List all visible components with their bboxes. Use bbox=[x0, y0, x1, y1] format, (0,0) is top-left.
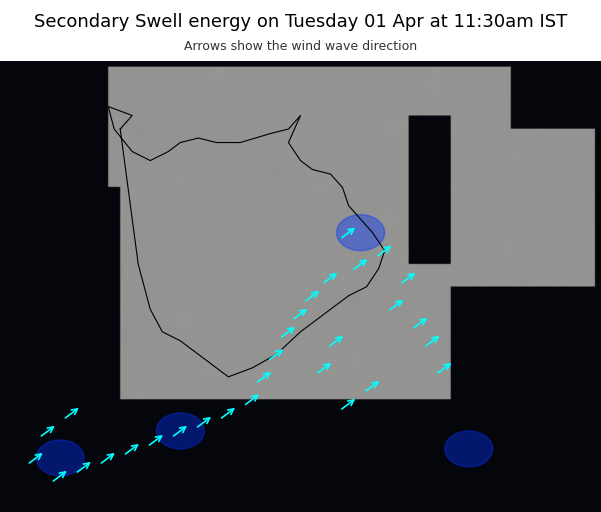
Text: Arrows show the wind wave direction: Arrows show the wind wave direction bbox=[184, 39, 417, 53]
Circle shape bbox=[36, 440, 84, 476]
Text: Secondary Swell energy on Tuesday 01 Apr at 11:30am IST: Secondary Swell energy on Tuesday 01 Apr… bbox=[34, 12, 567, 31]
Circle shape bbox=[445, 431, 493, 467]
Circle shape bbox=[156, 413, 204, 449]
Circle shape bbox=[337, 215, 385, 251]
